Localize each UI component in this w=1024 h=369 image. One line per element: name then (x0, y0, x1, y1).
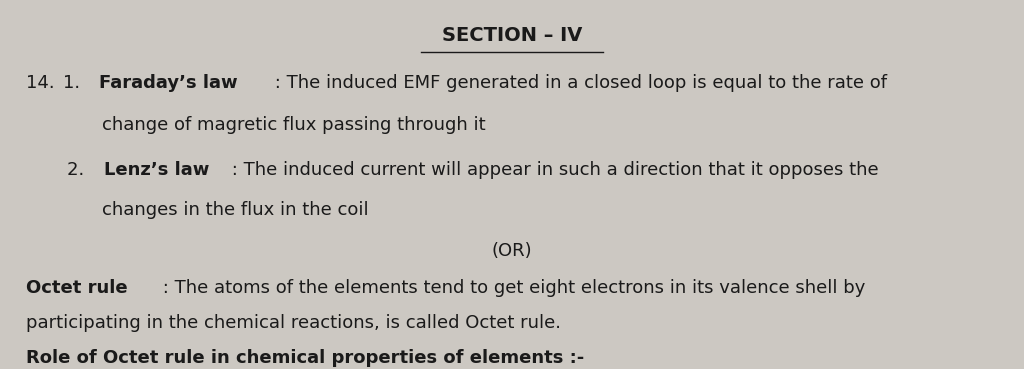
Text: change of magretic flux passing through it: change of magretic flux passing through … (102, 116, 486, 134)
Text: 2.: 2. (67, 161, 95, 179)
Text: SECTION – IV: SECTION – IV (441, 26, 583, 45)
Text: Role of Octet rule in chemical properties of elements :-: Role of Octet rule in chemical propertie… (26, 349, 584, 367)
Text: : The induced current will appear in such a direction that it opposes the: : The induced current will appear in suc… (226, 161, 879, 179)
Text: (OR): (OR) (492, 242, 532, 260)
Text: Faraday’s law: Faraday’s law (99, 74, 239, 92)
Text: Octet rule: Octet rule (26, 279, 127, 297)
Text: Lenz’s law: Lenz’s law (103, 161, 209, 179)
Text: 14.: 14. (26, 74, 54, 92)
Text: 1.: 1. (62, 74, 91, 92)
Text: : The atoms of the elements tend to get eight electrons in its valence shell by: : The atoms of the elements tend to get … (157, 279, 865, 297)
Text: : The induced EMF generated in a closed loop is equal to the rate of: : The induced EMF generated in a closed … (269, 74, 887, 92)
Text: participating in the chemical reactions, is called Octet rule.: participating in the chemical reactions,… (26, 314, 560, 332)
Text: changes in the flux in the coil: changes in the flux in the coil (102, 201, 369, 219)
